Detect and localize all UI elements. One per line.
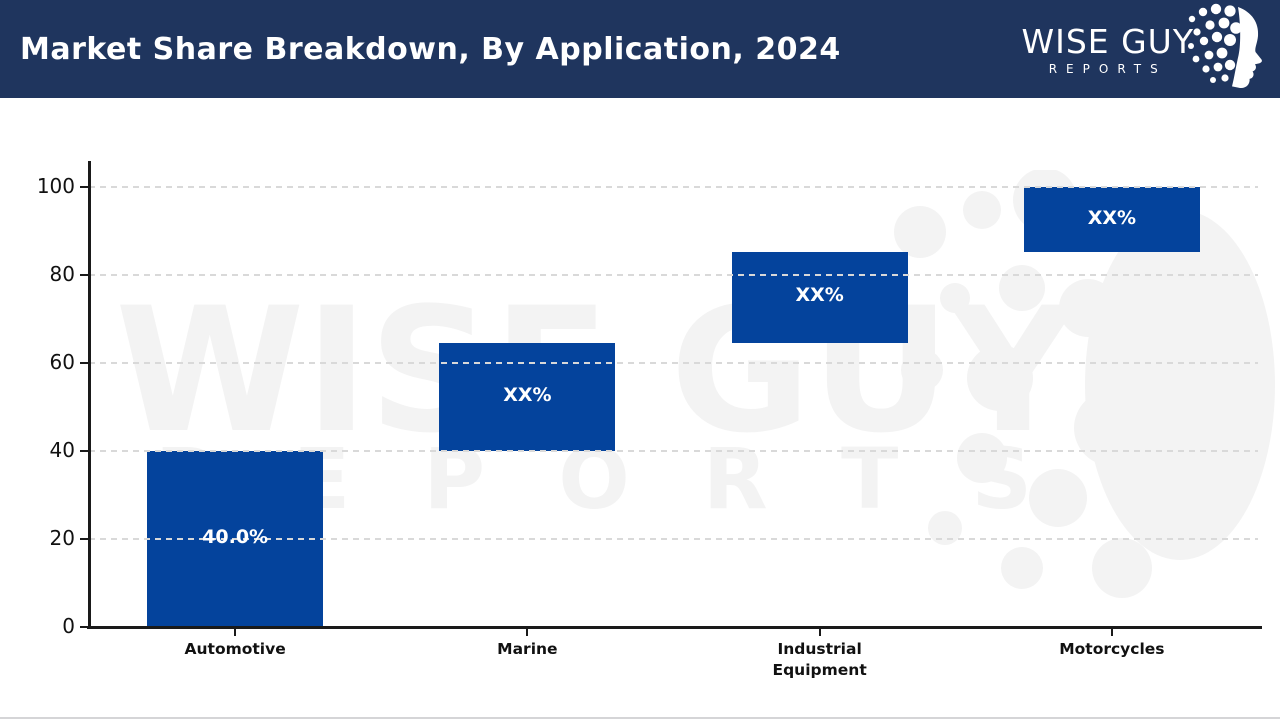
- y-tick-label: 100: [36, 174, 75, 198]
- gridline-100: [89, 186, 1258, 188]
- logo-head-icon: [1180, 3, 1266, 97]
- category-label-motorcycles: Motorcycles: [992, 639, 1232, 660]
- y-tick-label: 0: [62, 614, 75, 638]
- bar-industrial-equipment: [731, 252, 908, 343]
- bar-value-label: 40.0%: [202, 526, 269, 548]
- gridline-60: [89, 362, 1258, 364]
- y-tick-mark: [80, 626, 88, 628]
- y-tick-mark: [80, 362, 88, 364]
- bar-value-label: XX%: [503, 383, 552, 406]
- bottom-divider: [0, 717, 1280, 719]
- category-label-line: Marine: [497, 640, 558, 658]
- header-bar: Market Share Breakdown, By Application, …: [0, 0, 1280, 98]
- logo-text: WISE GUY REPORTS: [1021, 21, 1194, 76]
- bar-value-label: XX%: [1087, 206, 1137, 229]
- y-tick-label: 40: [49, 438, 75, 462]
- x-tick-mark: [234, 628, 237, 636]
- y-tick-mark: [80, 274, 88, 276]
- logo-subtitle: REPORTS: [1048, 61, 1167, 76]
- y-tick-mark: [80, 450, 88, 452]
- logo-wordmark: WISE GUY: [1021, 21, 1194, 61]
- x-axis-line: [87, 626, 1262, 629]
- category-label-line: Motorcycles: [1059, 640, 1165, 658]
- gridline-40: [89, 450, 1258, 452]
- x-tick-mark: [818, 628, 821, 636]
- y-tick-mark: [80, 538, 88, 540]
- x-tick-mark: [526, 628, 529, 636]
- y-tick-mark: [80, 186, 88, 188]
- category-label-marine: Marine: [407, 639, 647, 660]
- gridline-80: [89, 274, 1258, 276]
- x-tick-mark: [1110, 628, 1113, 636]
- wise-guy-reports-logo: WISE GUY REPORTS: [1021, 3, 1266, 97]
- category-label-line: Equipment: [772, 661, 867, 679]
- bar-marine: [439, 342, 616, 451]
- y-tick-label: 20: [49, 526, 75, 550]
- bar-motorcycles: [1023, 187, 1200, 253]
- bar-value-label: XX%: [795, 284, 844, 307]
- category-label-line: Industrial: [777, 640, 862, 658]
- category-label-industrial-equipment: Industrial Equipment: [700, 639, 940, 681]
- y-tick-label: 60: [49, 350, 75, 374]
- category-label-line: Automotive: [184, 640, 286, 658]
- category-label-automotive: Automotive: [115, 639, 355, 660]
- gridline-20: [89, 538, 1258, 540]
- page-title: Market Share Breakdown, By Application, …: [20, 31, 841, 67]
- y-axis-line: [88, 161, 91, 629]
- y-tick-label: 80: [49, 262, 75, 286]
